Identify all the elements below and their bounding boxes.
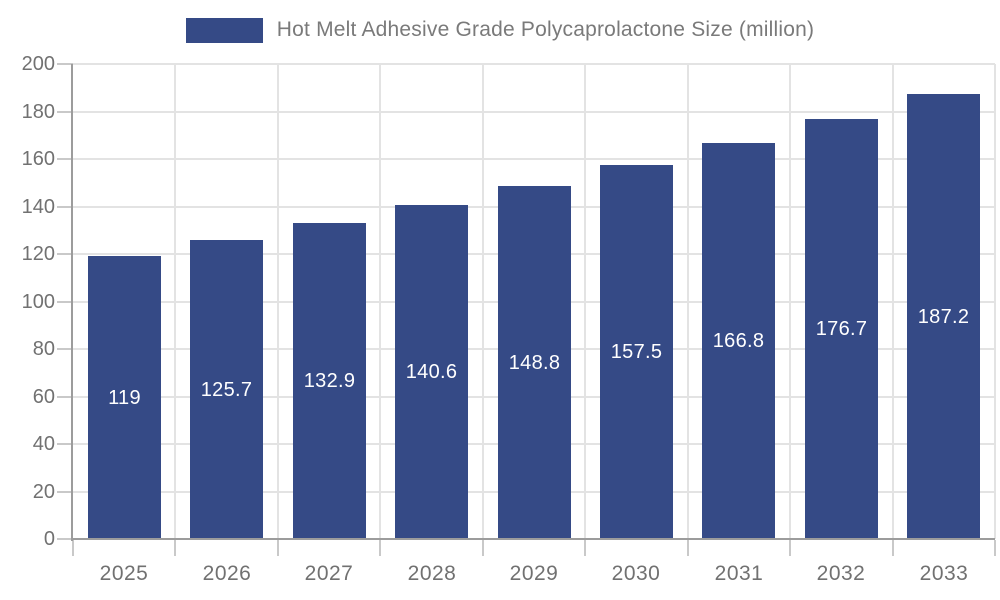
x-axis-label: 2030 — [611, 562, 661, 585]
y-axis-tick — [57, 206, 73, 208]
y-axis-label: 100 — [21, 291, 55, 313]
x-axis-tick — [72, 540, 74, 556]
bar-2026[interactable] — [190, 240, 263, 538]
bar-value-label: 132.9 — [303, 370, 356, 392]
bar-2027[interactable] — [293, 223, 366, 538]
y-axis-label: 180 — [21, 101, 55, 123]
bar-2030[interactable] — [600, 165, 673, 538]
x-axis-tick — [174, 540, 176, 556]
y-axis-label: 60 — [32, 386, 55, 408]
y-axis-label: 120 — [21, 243, 55, 265]
x-axis-line — [71, 538, 995, 540]
gridline-vertical — [994, 64, 996, 539]
legend-label: Hot Melt Adhesive Grade Polycaprolactone… — [276, 18, 815, 41]
y-axis-tick — [57, 301, 73, 303]
x-axis-tick — [789, 540, 791, 556]
y-axis-tick — [57, 538, 73, 540]
bar-2032[interactable] — [805, 119, 878, 538]
x-axis-label: 2028 — [407, 562, 457, 585]
bar-value-label: 187.2 — [917, 306, 970, 328]
bar-value-label: 157.5 — [610, 341, 663, 363]
y-axis-label: 40 — [32, 433, 55, 455]
bar-value-label: 119 — [108, 387, 141, 409]
x-axis-tick — [277, 540, 279, 556]
x-axis-label: 2033 — [919, 562, 969, 585]
y-axis-tick — [57, 111, 73, 113]
y-axis-label: 0 — [43, 528, 55, 550]
bar-2029[interactable] — [498, 186, 571, 538]
x-axis-label: 2027 — [304, 562, 354, 585]
bar-2025[interactable] — [88, 256, 161, 538]
y-axis-line — [71, 64, 73, 541]
gridline-vertical — [789, 64, 791, 539]
gridline-horizontal — [73, 111, 995, 113]
y-axis-label: 160 — [21, 148, 55, 170]
y-axis-tick — [57, 491, 73, 493]
gridline-vertical — [892, 64, 894, 539]
x-axis-label: 2031 — [714, 562, 764, 585]
x-axis-tick — [584, 540, 586, 556]
y-axis-label: 80 — [32, 338, 55, 360]
bar-value-label: 148.8 — [508, 352, 561, 374]
gridline-horizontal — [73, 158, 995, 160]
x-axis-label: 2029 — [509, 562, 559, 585]
bar-value-label: 176.7 — [815, 318, 868, 340]
bar-value-label: 140.6 — [405, 361, 458, 383]
bar-value-label: 166.8 — [712, 330, 765, 352]
gridline-vertical — [174, 64, 176, 539]
y-axis-tick — [57, 158, 73, 160]
y-axis-tick — [57, 396, 73, 398]
bar-2033[interactable] — [907, 94, 980, 538]
y-axis-tick — [57, 443, 73, 445]
x-axis-tick — [687, 540, 689, 556]
gridline-vertical — [277, 64, 279, 539]
legend-item[interactable]: Hot Melt Adhesive Grade Polycaprolactone… — [0, 15, 1000, 45]
y-axis-tick — [57, 63, 73, 65]
x-axis-tick — [892, 540, 894, 556]
gridline-horizontal — [73, 63, 995, 65]
gridline-vertical — [379, 64, 381, 539]
bar-value-label: 125.7 — [200, 379, 253, 401]
x-axis-label: 2032 — [816, 562, 866, 585]
y-axis-tick — [57, 348, 73, 350]
y-axis-tick — [57, 253, 73, 255]
gridline-vertical — [482, 64, 484, 539]
y-axis-label: 20 — [32, 481, 55, 503]
x-axis-tick — [482, 540, 484, 556]
y-axis-label: 140 — [21, 196, 55, 218]
bar-2028[interactable] — [395, 205, 468, 538]
y-axis-label: 200 — [21, 53, 55, 75]
bar-2031[interactable] — [702, 143, 775, 538]
x-axis-tick — [379, 540, 381, 556]
x-axis-label: 2025 — [99, 562, 149, 585]
x-axis-tick — [994, 540, 996, 556]
legend-swatch-icon — [185, 17, 263, 43]
gridline-vertical — [687, 64, 689, 539]
x-axis-label: 2026 — [202, 562, 252, 585]
gridline-vertical — [584, 64, 586, 539]
